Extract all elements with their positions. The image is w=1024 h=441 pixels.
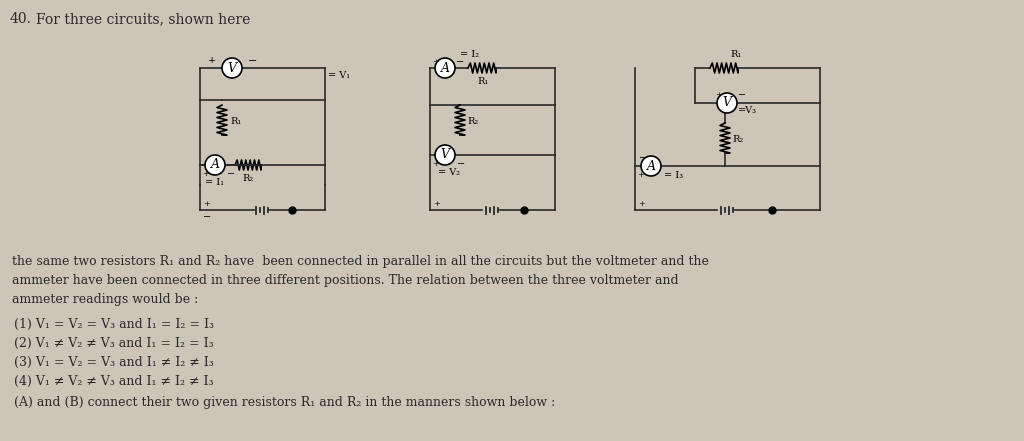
- Text: −: −: [639, 154, 647, 163]
- Text: (A) and (B) connect their two given resistors R₁ and R₂ in the manners shown bel: (A) and (B) connect their two given resi…: [14, 396, 555, 409]
- Text: = V₂: = V₂: [438, 168, 460, 177]
- Text: =V₃: =V₃: [738, 106, 757, 115]
- Text: (3) V₁ = V₂ = V₃ and I₁ ≠ I₂ ≠ I₃: (3) V₁ = V₂ = V₃ and I₁ ≠ I₂ ≠ I₃: [14, 356, 214, 369]
- Circle shape: [222, 58, 242, 78]
- Text: +: +: [202, 170, 209, 178]
- Text: V: V: [227, 61, 237, 75]
- Text: A: A: [211, 158, 219, 172]
- Text: +: +: [638, 200, 645, 208]
- Text: +: +: [637, 171, 644, 179]
- Text: For three circuits, shown here: For three circuits, shown here: [36, 12, 251, 26]
- Text: R₁: R₁: [730, 50, 741, 59]
- Text: (1) V₁ = V₂ = V₃ and I₁ = I₂ = I₃: (1) V₁ = V₂ = V₃ and I₁ = I₂ = I₃: [14, 318, 214, 331]
- Text: −: −: [248, 56, 257, 66]
- Text: V: V: [440, 149, 450, 161]
- Text: −: −: [203, 213, 211, 222]
- Text: = V₁: = V₁: [328, 71, 350, 80]
- Text: R₁: R₁: [230, 117, 242, 126]
- Text: = I₂: = I₂: [460, 50, 479, 59]
- Text: 40.: 40.: [10, 12, 32, 26]
- Text: +: +: [433, 200, 440, 208]
- Text: +: +: [208, 56, 216, 65]
- Text: = I₃: = I₃: [664, 171, 683, 180]
- Text: R₂: R₂: [732, 135, 743, 144]
- Text: −: −: [738, 91, 746, 100]
- Text: −: −: [457, 160, 465, 169]
- Circle shape: [435, 58, 455, 78]
- Text: ammeter have been connected in three different positions. The relation between t: ammeter have been connected in three dif…: [12, 274, 679, 287]
- Text: V: V: [723, 97, 731, 109]
- Circle shape: [205, 155, 225, 175]
- Text: (2) V₁ ≠ V₂ ≠ V₃ and I₁ = I₂ = I₃: (2) V₁ ≠ V₂ ≠ V₃ and I₁ = I₂ = I₃: [14, 337, 214, 350]
- Text: (4) V₁ ≠ V₂ ≠ V₃ and I₁ ≠ I₂ ≠ I₃: (4) V₁ ≠ V₂ ≠ V₃ and I₁ ≠ I₂ ≠ I₃: [14, 375, 213, 388]
- Text: +: +: [432, 58, 439, 66]
- Text: +: +: [432, 160, 439, 168]
- Text: +: +: [715, 91, 722, 99]
- Text: A: A: [440, 61, 450, 75]
- Text: R₁: R₁: [477, 77, 488, 86]
- Text: A: A: [646, 160, 655, 172]
- Text: +: +: [203, 200, 210, 208]
- Text: −: −: [227, 170, 236, 179]
- Text: = I₁: = I₁: [205, 178, 224, 187]
- Text: the same two resistors R₁ and R₂ have  been connected in parallel in all the cir: the same two resistors R₁ and R₂ have be…: [12, 255, 709, 268]
- Circle shape: [435, 145, 455, 165]
- Text: R₂: R₂: [242, 174, 253, 183]
- Text: −: −: [456, 58, 464, 67]
- Circle shape: [717, 93, 737, 113]
- Text: ammeter readings would be :: ammeter readings would be :: [12, 293, 199, 306]
- Text: R₂: R₂: [467, 117, 478, 126]
- Circle shape: [641, 156, 662, 176]
